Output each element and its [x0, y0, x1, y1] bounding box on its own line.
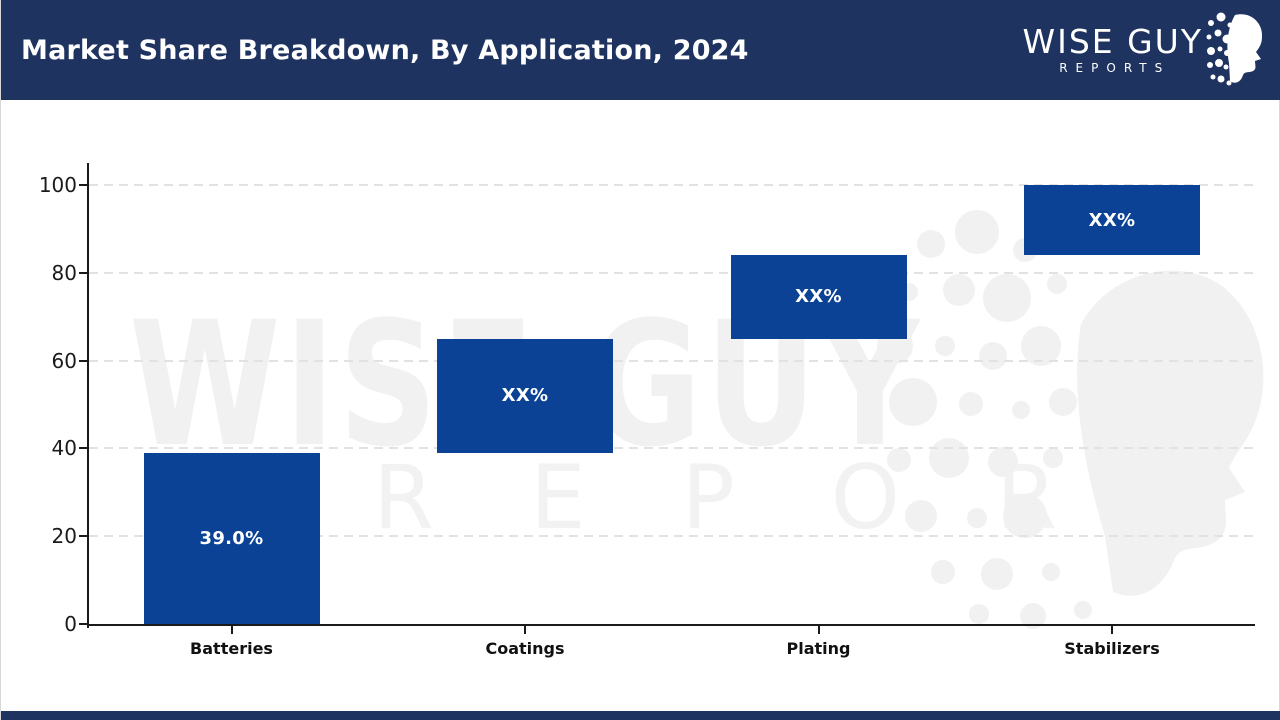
footer-bar	[1, 711, 1280, 720]
y-tick-label-0: 0	[64, 612, 77, 636]
y-tick-mark-80	[79, 271, 87, 274]
y-tick-label-80: 80	[51, 260, 77, 285]
y-tick-mark-40	[79, 447, 87, 450]
header-bar: Market Share Breakdown, By Application, …	[1, 0, 1280, 100]
x-tick-mark-stabilizers	[1111, 626, 1113, 634]
y-tick-mark-0	[79, 623, 87, 625]
y-tick-label-100: 100	[38, 173, 77, 197]
x-tick-mark-batteries	[230, 626, 233, 634]
brand-head-icon	[1206, 12, 1263, 86]
y-tick-mark-20	[79, 535, 87, 538]
x-category-label-batteries: Batteries	[190, 639, 273, 658]
y-tick-label-20: 20	[51, 524, 77, 549]
brand-subname: REPORTS	[1059, 61, 1171, 76]
gridline-80	[89, 271, 1255, 274]
gridline-100	[89, 184, 1255, 186]
y-axis-line	[87, 163, 89, 628]
y-tick-label-60: 60	[51, 348, 77, 373]
gridline-60	[89, 359, 1255, 362]
bar-plating: XX%	[730, 255, 907, 339]
brand-name: WISE GUY	[1022, 21, 1203, 61]
bar-value-label-plating: XX%	[795, 286, 842, 308]
gridline-40	[89, 447, 1255, 450]
bar-value-label-coatings: XX%	[501, 385, 549, 407]
y-tick-mark-100	[79, 184, 87, 186]
x-category-label-plating: Plating	[786, 639, 851, 658]
bar-stabilizers: XX%	[1024, 185, 1200, 256]
x-tick-mark-plating	[817, 626, 820, 634]
bar-value-label-stabilizers: XX%	[1088, 209, 1136, 231]
bar-coatings: XX%	[437, 338, 613, 453]
x-tick-mark-coatings	[524, 626, 526, 634]
x-category-label-coatings: Coatings	[485, 639, 565, 658]
brand-logo-text: WISE GUY REPORTS	[1022, 21, 1203, 76]
x-axis-line	[87, 624, 1255, 626]
y-tick-mark-60	[79, 359, 87, 362]
y-tick-label-40: 40	[51, 436, 77, 461]
x-category-label-stabilizers: Stabilizers	[1064, 639, 1160, 658]
page-title: Market Share Breakdown, By Application, …	[21, 34, 749, 66]
plot-area: 0 20 40 60 80 100 39.0% Batteries XX% Coatings XX%…	[39, 163, 1255, 658]
bar-value-label-batteries: 39.0%	[199, 527, 264, 549]
bar-batteries: 39.0%	[143, 452, 320, 624]
gridline-20	[89, 535, 1255, 538]
brand-logo: WISE GUY REPORTS	[1022, 0, 1269, 100]
